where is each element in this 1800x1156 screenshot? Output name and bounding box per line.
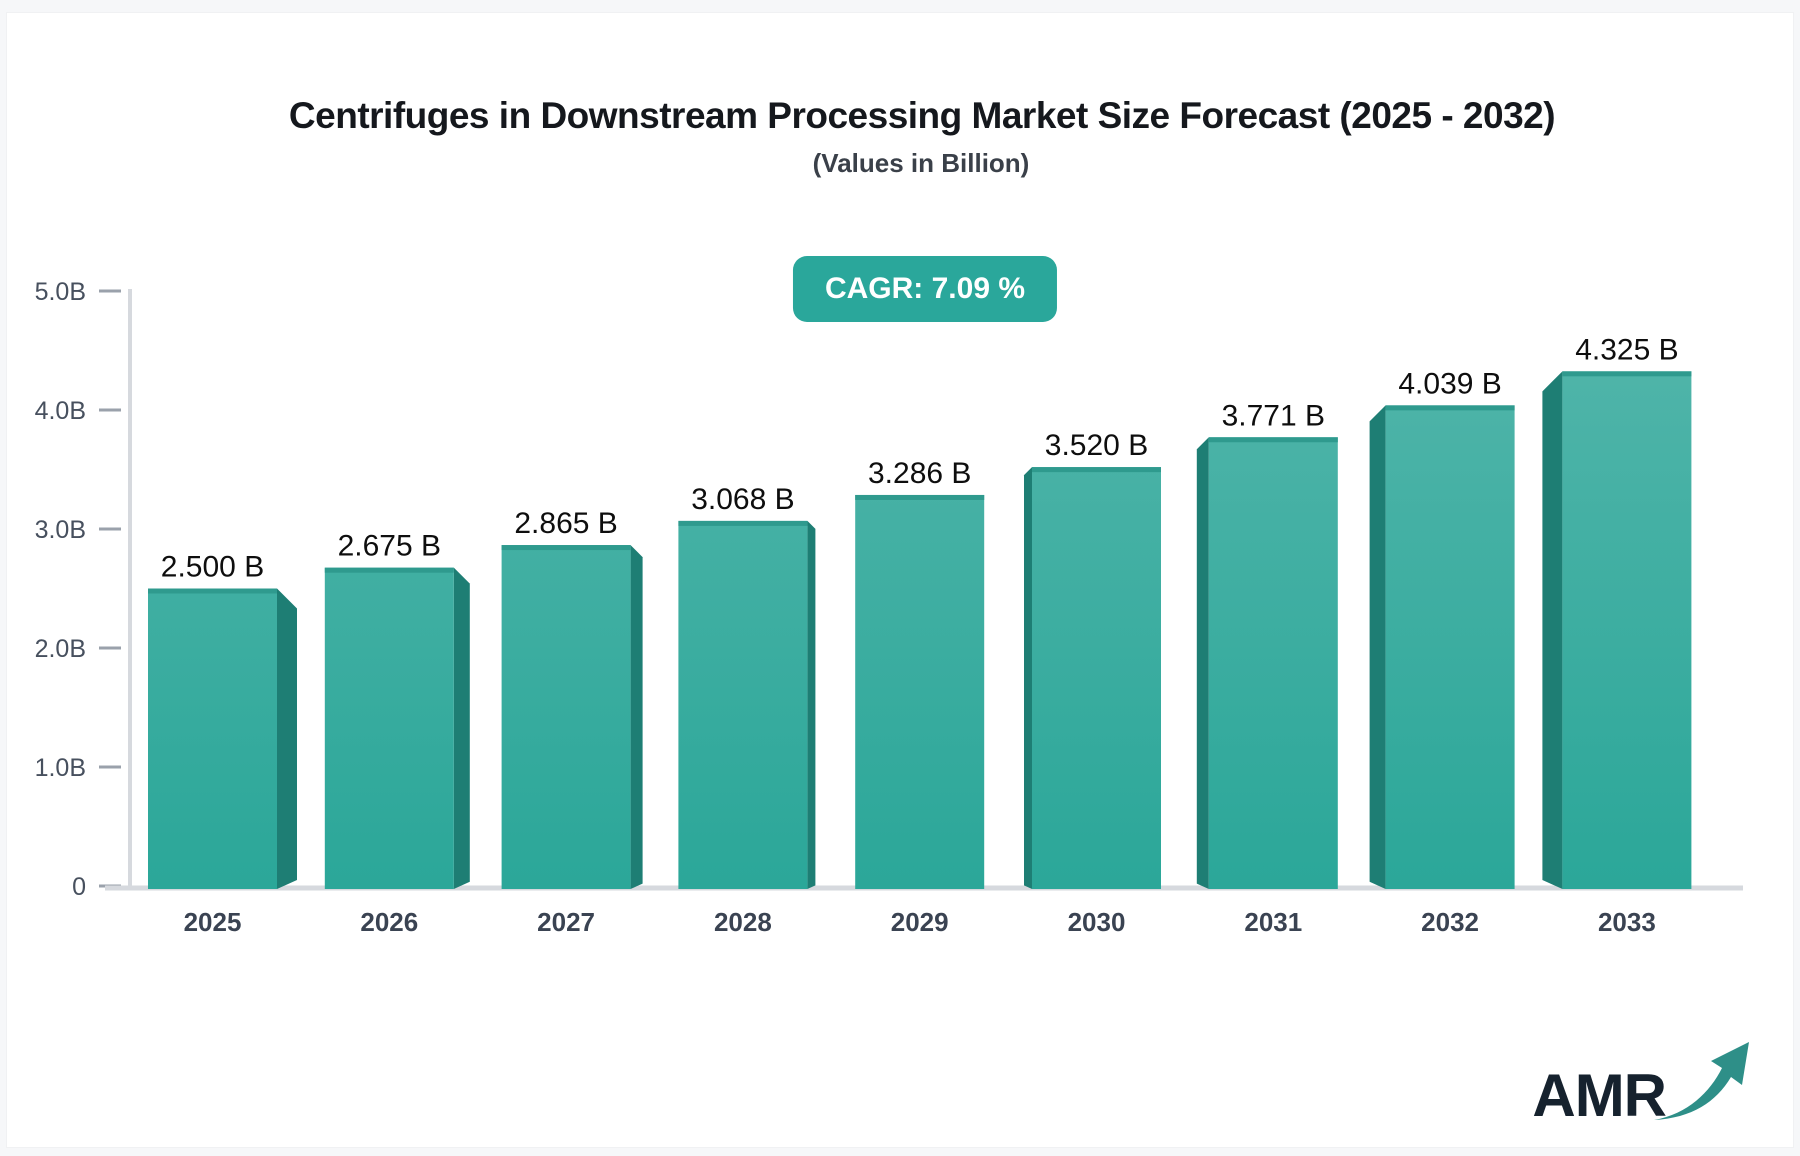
y-axis-tick-4.0B: 4.0B <box>35 397 121 425</box>
bar-value-label: 3.286 B <box>868 457 971 490</box>
bar-value-label: 4.325 B <box>1575 333 1678 366</box>
bar-side-face <box>1369 405 1386 889</box>
bar-2032[interactable]: 4.039 B 2032 <box>1369 367 1515 937</box>
x-axis-label-2028: 2028 <box>714 907 772 937</box>
bar-top-edge <box>678 520 808 526</box>
bar-top-edge <box>1208 437 1338 443</box>
y-axis-tick-1.0B: 1.0B <box>35 754 121 782</box>
x-axis-label-2033: 2033 <box>1598 907 1656 937</box>
bar-top-edge <box>324 567 454 573</box>
bar-side-face <box>1024 467 1032 889</box>
bar-main-face <box>1562 371 1692 889</box>
bar-2030[interactable]: 3.520 B 2030 <box>1024 429 1161 937</box>
bar-main-face <box>148 588 277 889</box>
chart-subtitle: (Values in Billion) <box>812 148 1030 178</box>
x-axis-label-2031: 2031 <box>1244 907 1302 937</box>
bar-top-edge <box>148 588 277 594</box>
bar-top-edge <box>1562 371 1692 377</box>
bar-side-face <box>453 567 470 889</box>
cagr-badge: CAGR: 7.09 % <box>792 256 1058 322</box>
bar-value-label: 2.500 B <box>161 551 264 584</box>
x-axis-label-2029: 2029 <box>891 907 949 937</box>
y-tick-label: 2.0B <box>35 635 86 663</box>
bar-2029[interactable]: 3.286 B 2029 <box>855 457 985 937</box>
bar-value-label: 3.771 B <box>1222 399 1325 432</box>
x-axis-label-2032: 2032 <box>1421 907 1479 937</box>
bar-2025[interactable]: 2.500 B 2025 <box>148 551 297 938</box>
amr-logo-text: AMR <box>1532 1062 1667 1129</box>
bar-top-edge <box>855 494 985 500</box>
bar-side-face <box>807 520 816 889</box>
y-tick-label: 5.0B <box>35 278 86 306</box>
bar-2028[interactable]: 3.068 B 2028 <box>678 483 816 937</box>
y-axis-tick-5.0B: 5.0B <box>35 278 121 306</box>
bar-side-face <box>630 545 643 889</box>
bar-value-label: 3.068 B <box>691 483 794 516</box>
bar-main-face <box>1385 405 1515 889</box>
growth-arrow-icon <box>1654 1042 1749 1120</box>
bar-value-label: 2.865 B <box>514 507 617 540</box>
bar-value-label: 4.039 B <box>1398 367 1501 400</box>
bar-top-edge <box>1032 467 1161 473</box>
bar-main-face <box>1208 437 1338 889</box>
x-axis-label-2027: 2027 <box>537 907 595 937</box>
bar-2027[interactable]: 2.865 B 2027 <box>501 507 643 937</box>
bar-main-face <box>501 545 631 889</box>
chart-title: Centrifuges in Downstream Processing Mar… <box>288 95 1556 136</box>
bar-side-face <box>1196 437 1209 889</box>
bar-2026[interactable]: 2.675 B 2026 <box>324 530 470 937</box>
y-tick-label: 4.0B <box>35 397 86 425</box>
bar-top-edge <box>1385 405 1515 411</box>
bar-top-edge <box>501 545 631 551</box>
bar-side-face <box>277 588 297 889</box>
bar-main-face <box>324 567 454 889</box>
amr-logo: AMR <box>1532 1040 1752 1126</box>
x-axis-label-2030: 2030 <box>1068 907 1126 937</box>
bar-2033[interactable]: 4.325 B 2033 <box>1542 333 1692 937</box>
bar-main-face <box>678 520 808 889</box>
x-axis-label-2026: 2026 <box>360 907 418 937</box>
x-axis-label-2025: 2025 <box>184 907 242 937</box>
y-tick-label: 1.0B <box>35 754 86 782</box>
y-axis-tick-2.0B: 2.0B <box>35 635 121 663</box>
bar-value-label: 2.675 B <box>338 530 441 563</box>
bar-main-face <box>855 494 985 889</box>
bar-main-face <box>1032 467 1161 889</box>
y-axis-tick-3.0B: 3.0B <box>35 516 121 544</box>
bar-2031[interactable]: 3.771 B 2031 <box>1196 399 1338 937</box>
y-tick-label: 0 <box>72 873 86 901</box>
y-tick-label: 3.0B <box>35 516 86 544</box>
bar-value-label: 3.520 B <box>1045 429 1148 462</box>
bar-side-face <box>1542 371 1563 889</box>
